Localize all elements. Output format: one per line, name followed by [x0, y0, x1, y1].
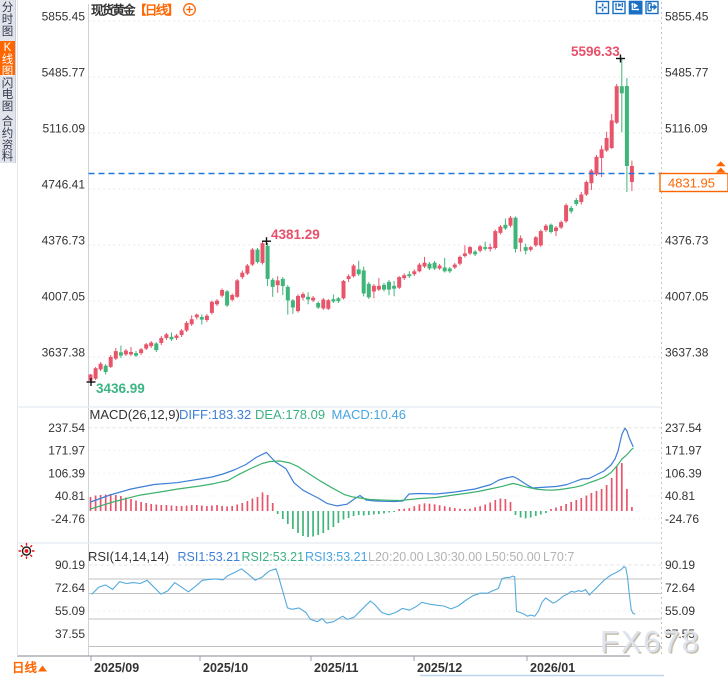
- svg-text:4376.73: 4376.73: [665, 234, 709, 248]
- svg-text:4007.05: 4007.05: [665, 290, 709, 304]
- svg-text:37.55: 37.55: [665, 627, 695, 641]
- svg-text:3436.99: 3436.99: [96, 381, 145, 396]
- svg-text:171.97: 171.97: [665, 444, 702, 458]
- svg-text:现货黄金: 现货黄金: [91, 3, 136, 18]
- svg-text:FX678: FX678: [600, 625, 701, 659]
- svg-text:2025/10: 2025/10: [203, 661, 248, 675]
- svg-text:237.54: 237.54: [48, 421, 85, 435]
- svg-text:72.64: 72.64: [665, 581, 695, 595]
- svg-text:55.09: 55.09: [665, 604, 695, 618]
- svg-text:3637.38: 3637.38: [42, 346, 86, 360]
- svg-text:4831.95: 4831.95: [668, 176, 715, 191]
- svg-text:4376.73: 4376.73: [42, 234, 86, 248]
- svg-text:106.39: 106.39: [665, 466, 702, 480]
- svg-text:2026/01: 2026/01: [530, 661, 575, 675]
- svg-text:5596.33: 5596.33: [571, 44, 620, 59]
- svg-text:40.81: 40.81: [665, 489, 695, 503]
- svg-text:90.19: 90.19: [665, 558, 695, 572]
- svg-text:DEA:178.09: DEA:178.09: [255, 407, 325, 422]
- svg-text:【日线】: 【日线】: [134, 3, 178, 18]
- svg-text:RSI2:53.21: RSI2:53.21: [242, 550, 305, 564]
- svg-text:5485.77: 5485.77: [665, 66, 709, 80]
- svg-text:-24.76: -24.76: [51, 512, 85, 526]
- svg-text:2025/09: 2025/09: [94, 661, 139, 675]
- svg-text:L50:50.00: L50:50.00: [485, 550, 541, 564]
- svg-text:3637.38: 3637.38: [665, 346, 709, 360]
- svg-text:FX678: FX678: [602, 627, 703, 661]
- svg-text:L30:30.00: L30:30.00: [427, 550, 483, 564]
- svg-text:DIFF:183.32: DIFF:183.32: [179, 407, 251, 422]
- svg-text:MACD(26,12,9): MACD(26,12,9): [90, 407, 180, 422]
- svg-text:4007.05: 4007.05: [42, 290, 86, 304]
- svg-text:55.09: 55.09: [55, 604, 85, 618]
- svg-text:4381.29: 4381.29: [271, 227, 320, 242]
- svg-text:5855.45: 5855.45: [42, 10, 86, 24]
- svg-text:40.81: 40.81: [55, 489, 85, 503]
- svg-text:37.55: 37.55: [55, 627, 85, 641]
- svg-text:4746.41: 4746.41: [42, 178, 86, 192]
- svg-text:2025/11: 2025/11: [314, 661, 359, 675]
- svg-text:L70:7: L70:7: [543, 550, 574, 564]
- svg-text:MACD:10.46: MACD:10.46: [332, 407, 406, 422]
- svg-text:72.64: 72.64: [55, 581, 85, 595]
- svg-text:171.97: 171.97: [48, 444, 85, 458]
- svg-text:L20:20.00: L20:20.00: [368, 550, 424, 564]
- svg-text:RSI(14,14,14): RSI(14,14,14): [88, 549, 169, 564]
- svg-text:5116.09: 5116.09: [665, 122, 708, 136]
- svg-text:5485.77: 5485.77: [42, 66, 86, 80]
- svg-text:90.19: 90.19: [55, 558, 85, 572]
- svg-text:RSI3:53.21: RSI3:53.21: [305, 550, 368, 564]
- svg-text:RSI1:53.21: RSI1:53.21: [178, 550, 241, 564]
- svg-text:日线: 日线: [12, 660, 38, 675]
- svg-text:5855.45: 5855.45: [665, 10, 709, 24]
- svg-text:2025/12: 2025/12: [417, 661, 462, 675]
- svg-text:-24.76: -24.76: [665, 512, 699, 526]
- svg-text:5116.09: 5116.09: [43, 122, 86, 136]
- svg-text:106.39: 106.39: [48, 466, 85, 480]
- svg-text:237.54: 237.54: [665, 421, 702, 435]
